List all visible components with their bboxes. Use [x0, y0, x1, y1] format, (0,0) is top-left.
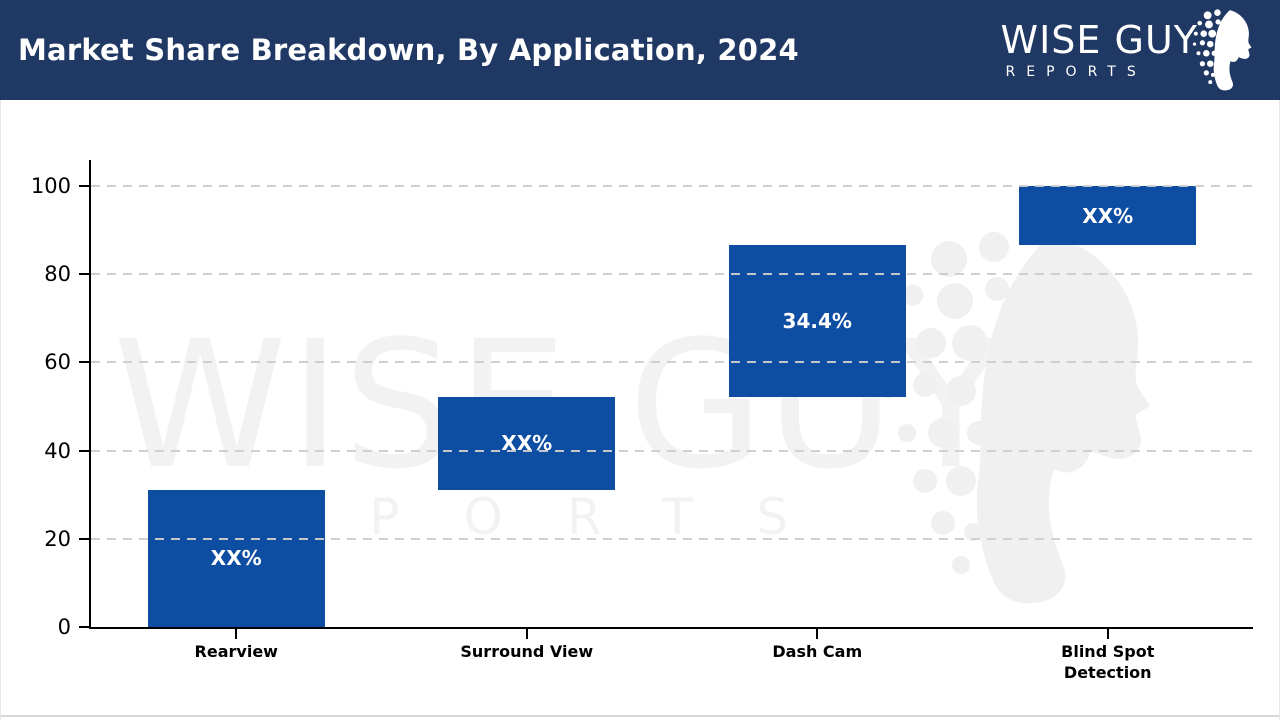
bar-dash-cam: 34.4%	[728, 245, 906, 397]
y-tick-mark	[79, 273, 89, 276]
gridline-20	[91, 537, 1253, 540]
bar-rearview: XX%	[147, 489, 325, 627]
bar-value-label: 34.4%	[782, 308, 852, 333]
gridline-80	[91, 273, 1253, 276]
x-tick-mark	[816, 629, 819, 639]
y-tick-mark	[79, 185, 89, 188]
brand-name: WISE GUY	[1000, 17, 1198, 62]
x-axis-category-label: Surround View	[460, 642, 594, 661]
y-tick-mark	[79, 537, 89, 540]
bottom-divider	[1, 715, 1279, 717]
chart-section: WISE GUY REPORTS 0 20 40 60 80 100 XX% Rearview…	[0, 100, 1280, 720]
gridline-100	[91, 185, 1253, 188]
x-tick-mark	[1106, 629, 1109, 639]
bar-value-label: XX%	[210, 546, 262, 571]
x-tick-mark	[525, 629, 528, 639]
gridline-60	[91, 361, 1253, 364]
x-axis-category-label: Dash Cam	[772, 642, 863, 661]
face-logo-icon	[1192, 9, 1252, 91]
bar-blind-spot-detection: XX%	[1019, 186, 1197, 246]
y-axis-tick-label: 20	[44, 526, 71, 551]
y-tick-mark	[79, 626, 89, 628]
y-axis-tick-label: 60	[44, 350, 71, 375]
header-bar: Market Share Breakdown, By Application, …	[0, 0, 1280, 100]
x-axis-category-label: Rearview	[194, 642, 278, 661]
y-tick-mark	[79, 449, 89, 452]
plot-area: 0 20 40 60 80 100 XX% Rearview XX% Surround View 3…	[31, 160, 1253, 682]
y-axis-tick-label: 80	[44, 262, 71, 287]
bar-surround-view: XX%	[438, 396, 616, 490]
brand-logo: WISE GUY REPORTS	[1001, 7, 1260, 93]
chart-title: Market Share Breakdown, By Application, …	[18, 33, 799, 67]
x-tick-mark	[235, 629, 238, 639]
bar-value-label: XX%	[501, 431, 553, 456]
y-tick-mark	[79, 361, 89, 364]
bar-value-label: XX%	[1082, 203, 1134, 228]
brand-subname: REPORTS	[1005, 63, 1147, 80]
x-axis-category-label: Blind Spot Detection	[1061, 642, 1155, 682]
gridline-40	[91, 449, 1253, 452]
brand-logo-text: WISE GUY REPORTS	[1001, 21, 1198, 80]
y-axis-tick-label: 0	[57, 615, 71, 639]
y-axis-tick-label: 40	[44, 438, 71, 463]
y-axis-tick-label: 100	[30, 174, 71, 199]
